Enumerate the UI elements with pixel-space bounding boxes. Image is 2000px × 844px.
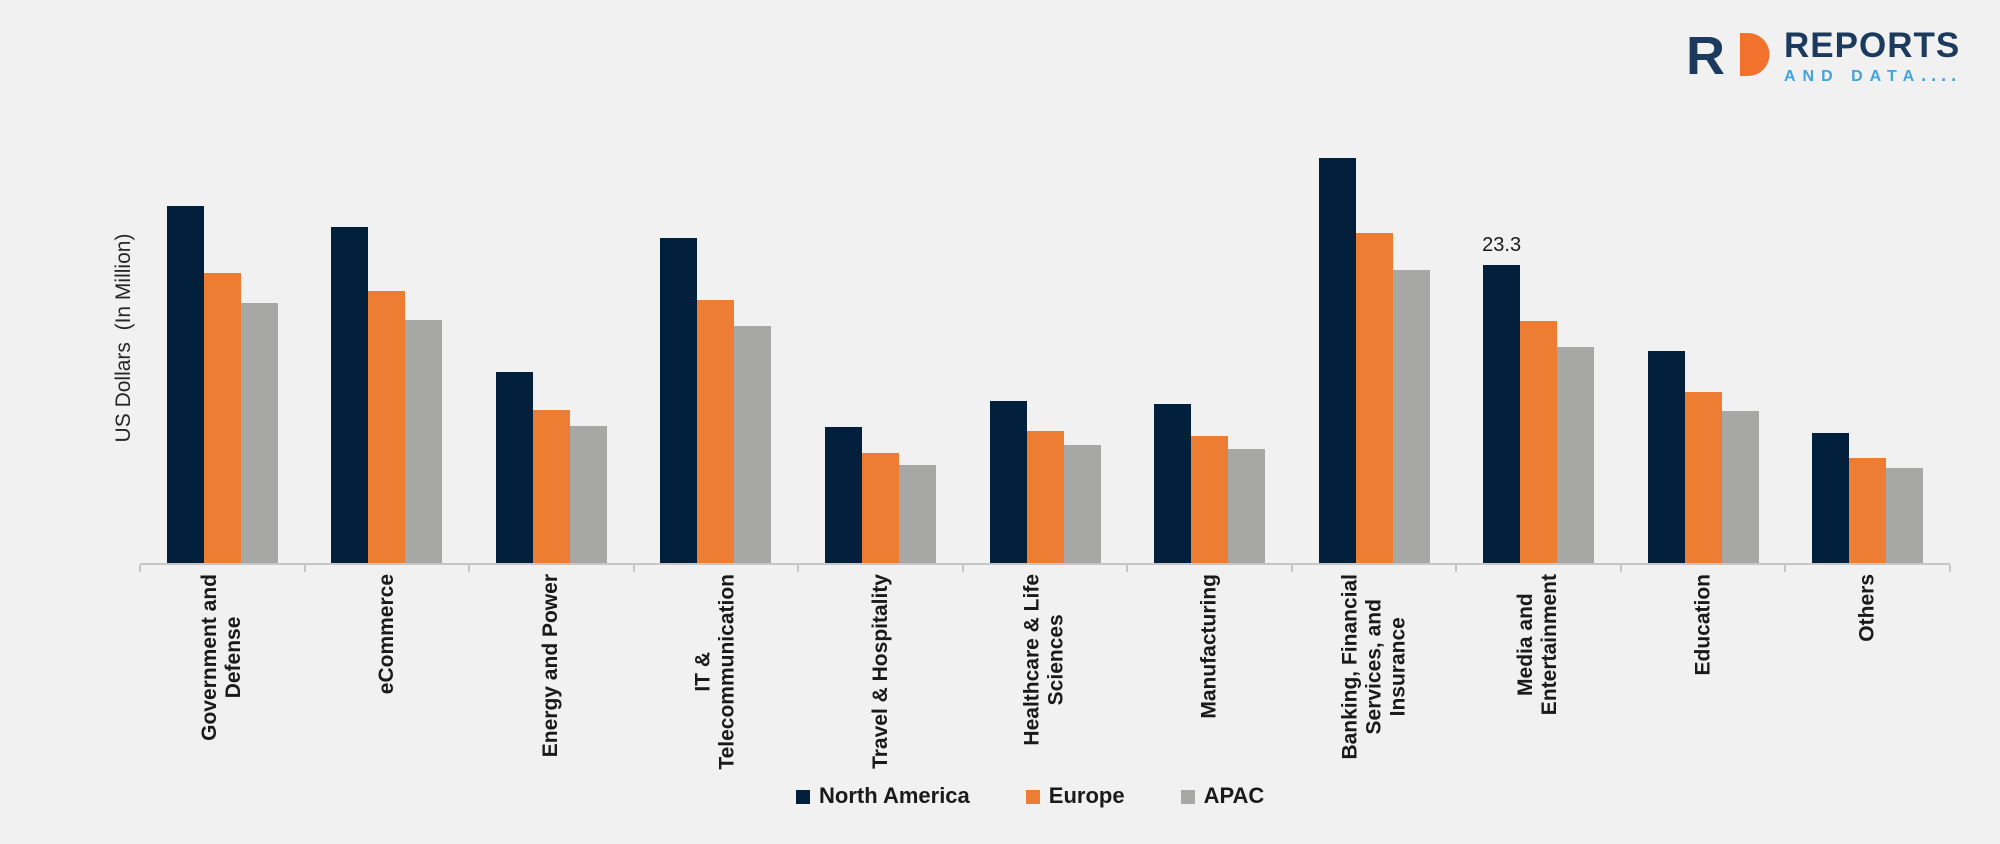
bar-north-america-it-telecommunication xyxy=(660,238,698,563)
bar-apac-banking-financial-services-and-insurance xyxy=(1392,270,1430,563)
bar-europe-healthcare-life-sciences xyxy=(1026,431,1064,563)
bar-europe-travel-hospitality xyxy=(861,453,899,563)
logo-anddata-text: AND DATA.... xyxy=(1784,65,1962,85)
bar-apac-others xyxy=(1886,468,1924,563)
legend-item-north-america: North America xyxy=(796,783,970,809)
legend-swatch-europe xyxy=(1025,790,1040,804)
legend-swatch-north-america xyxy=(796,790,810,804)
bar-europe-energy-and-power xyxy=(532,410,570,563)
bar-value-label: 23.3 xyxy=(1482,234,1522,256)
bar-north-america-healthcare-life-sciences xyxy=(989,401,1027,563)
bar-north-america-media-and-entertainment xyxy=(1483,265,1521,563)
x-axis-tick xyxy=(632,565,635,572)
x-axis-label-travel-hospitality: Travel & Hospitality xyxy=(868,574,892,769)
bar-apac-it-telecommunication xyxy=(734,326,772,563)
x-axis-label-ecommerce: eCommerce xyxy=(374,574,398,695)
bar-north-america-banking-financial-services-and-insurance xyxy=(1318,158,1356,563)
bar-europe-banking-financial-services-and-insurance xyxy=(1355,233,1393,563)
bar-europe-others xyxy=(1849,458,1887,563)
legend-item-europe: Europe xyxy=(1025,783,1125,809)
x-axis-label-banking-financial-services-and-insurance: Banking, Financial Services, and Insuran… xyxy=(1338,574,1410,760)
x-axis-label-media-and-entertainment: Media and Entertainment xyxy=(1514,574,1562,716)
bar-apac-travel-hospitality xyxy=(898,465,936,563)
bar-apac-ecommerce xyxy=(405,320,443,563)
bar-europe-ecommerce xyxy=(368,291,406,563)
bar-apac-education xyxy=(1721,411,1759,563)
y-axis-title: US Dollars (In Million) xyxy=(112,233,135,443)
bar-europe-it-telecommunication xyxy=(697,300,735,563)
bar-apac-healthcare-life-sciences xyxy=(1063,445,1101,563)
x-axis-tick xyxy=(1455,565,1458,572)
bar-europe-media-and-entertainment xyxy=(1520,321,1558,563)
bar-north-america-education xyxy=(1647,351,1685,563)
bar-apac-energy-and-power xyxy=(569,426,607,563)
x-axis-label-others: Others xyxy=(1855,574,1879,642)
bar-apac-manufacturing xyxy=(1228,449,1266,563)
bar-north-america-energy-and-power xyxy=(495,372,533,563)
x-axis-tick xyxy=(1126,565,1129,572)
bar-apac-government-and-defense xyxy=(240,303,278,563)
legend-label-north-america: North America xyxy=(819,783,970,808)
x-axis-label-education: Education xyxy=(1691,574,1715,676)
x-axis-line xyxy=(140,563,1950,565)
legend-item-apac: APAC xyxy=(1180,783,1265,809)
x-axis-tick xyxy=(1949,565,1951,572)
bar-north-america-government-and-defense xyxy=(166,206,204,563)
bar-north-america-ecommerce xyxy=(331,227,369,563)
bar-europe-manufacturing xyxy=(1191,436,1229,563)
bar-north-america-travel-hospitality xyxy=(824,427,862,563)
x-axis-tick xyxy=(1784,565,1787,572)
x-axis-tick xyxy=(1619,565,1622,572)
x-axis-tick xyxy=(303,565,306,572)
x-axis-tick xyxy=(961,565,964,572)
logo-reports-text: REPORTS xyxy=(1784,26,1961,65)
legend-swatch-apac xyxy=(1180,790,1195,804)
x-axis-label-manufacturing: Manufacturing xyxy=(1197,574,1221,719)
bar-north-america-manufacturing xyxy=(1154,404,1192,563)
x-axis-tick xyxy=(468,565,471,572)
x-axis-label-government-and-defense: Government and Defense xyxy=(198,574,246,741)
legend-label-apac: APAC xyxy=(1203,783,1265,808)
svg-text:R: R xyxy=(1688,28,1725,80)
x-axis-label-energy-and-power: Energy and Power xyxy=(539,574,563,758)
bar-europe-government-and-defense xyxy=(203,273,241,563)
x-axis-label-healthcare-life-sciences: Healthcare & Life Sciences xyxy=(1021,574,1068,746)
bar-europe-education xyxy=(1684,392,1722,563)
x-axis-label-it-telecommunication: IT & Telecommunication xyxy=(691,574,739,770)
x-axis-tick xyxy=(1290,565,1293,572)
legend-label-europe: Europe xyxy=(1048,783,1125,808)
x-axis-tick xyxy=(797,565,800,572)
bar-north-america-others xyxy=(1812,433,1850,563)
logo-text: REPORTS AND DATA.... xyxy=(1784,28,1961,85)
x-axis-tick xyxy=(139,565,141,572)
rd-monogram-icon: R xyxy=(1688,28,1770,80)
brand-logo: R REPORTS AND DATA.... xyxy=(1688,28,1961,85)
logo-dots: .... xyxy=(1921,65,1962,85)
legend: North America Europe APAC xyxy=(796,783,1264,809)
bar-apac-media-and-entertainment xyxy=(1557,347,1595,563)
